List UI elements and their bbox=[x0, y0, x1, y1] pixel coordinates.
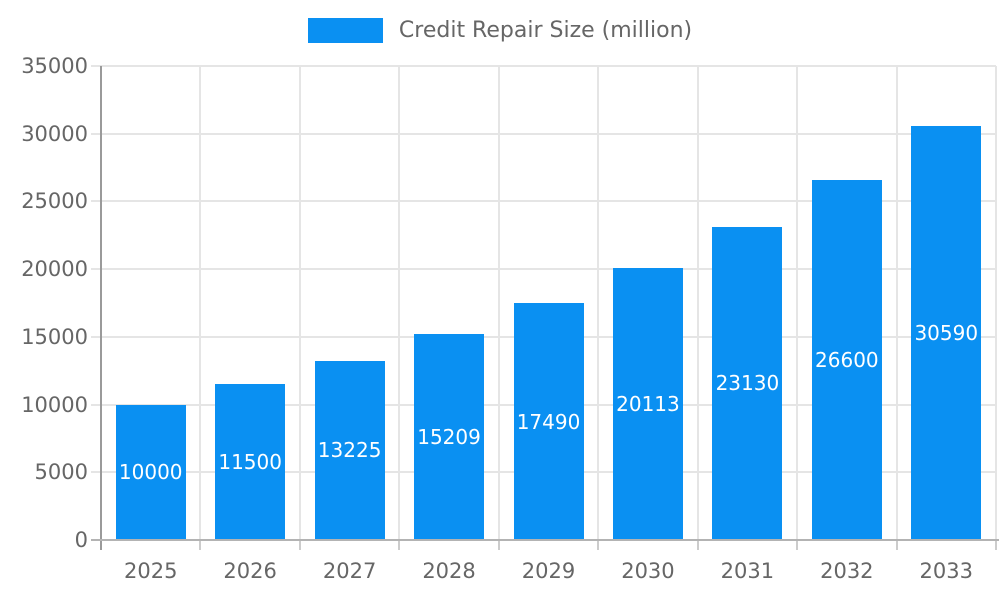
x-tick-mark bbox=[696, 540, 699, 550]
legend-item[interactable]: Credit Repair Size (million) bbox=[0, 18, 1000, 43]
y-tick-mark bbox=[91, 200, 101, 203]
x-tick-label: 2029 bbox=[521, 559, 576, 583]
x-tick-mark bbox=[100, 540, 102, 550]
y-gridline bbox=[101, 65, 996, 67]
bar bbox=[712, 226, 783, 539]
x-gridline bbox=[298, 66, 301, 540]
x-tick-mark bbox=[398, 540, 401, 550]
y-tick-mark bbox=[91, 132, 101, 135]
y-tick-mark bbox=[91, 268, 101, 271]
legend-label: Credit Repair Size (million) bbox=[398, 18, 693, 43]
bar-value-label: 15209 bbox=[417, 425, 481, 449]
y-tick-mark bbox=[91, 471, 101, 474]
y-tick-mark bbox=[91, 403, 101, 406]
x-gridline bbox=[398, 66, 401, 540]
x-tick-label: 2033 bbox=[919, 559, 973, 583]
x-tick-label: 2028 bbox=[422, 559, 476, 583]
x-gridline bbox=[995, 66, 997, 540]
y-gridline bbox=[101, 132, 996, 135]
x-gridline bbox=[796, 66, 799, 540]
bar-value-label: 13225 bbox=[317, 438, 382, 463]
y-tick-label: 5000 bbox=[34, 460, 88, 485]
bar-value-label: 26600 bbox=[815, 347, 879, 372]
y-tick-label: 0 bbox=[74, 528, 88, 552]
x-tick-label: 2031 bbox=[720, 559, 775, 583]
x-tick-mark bbox=[796, 540, 799, 550]
bar bbox=[513, 303, 584, 539]
x-tick-mark bbox=[497, 540, 500, 550]
x-tick-label: 2027 bbox=[322, 559, 377, 583]
bar-value-label: 17490 bbox=[516, 409, 581, 434]
x-tick-label: 2026 bbox=[223, 559, 277, 583]
x-tick-mark bbox=[895, 540, 898, 550]
x-tick-label: 2025 bbox=[123, 559, 178, 583]
x-tick-mark bbox=[597, 540, 600, 550]
x-tick-label: 2032 bbox=[820, 559, 874, 583]
y-tick-label: 20000 bbox=[21, 257, 88, 282]
y-tick-mark bbox=[91, 65, 101, 67]
x-gridline bbox=[696, 66, 699, 540]
bar-value-label: 23130 bbox=[715, 371, 780, 396]
x-gridline bbox=[199, 66, 202, 540]
bar bbox=[911, 125, 982, 539]
x-gridline bbox=[597, 66, 600, 540]
bar-value-label: 30590 bbox=[914, 320, 979, 345]
y-tick-label: 15000 bbox=[21, 324, 88, 349]
y-tick-mark bbox=[91, 335, 101, 338]
bar bbox=[314, 360, 385, 539]
x-tick-mark bbox=[199, 540, 202, 550]
bar bbox=[115, 404, 186, 539]
bar-value-label: 11500 bbox=[218, 450, 282, 475]
x-gridline bbox=[895, 66, 898, 540]
y-tick-label: 10000 bbox=[21, 392, 88, 417]
x-tick-mark bbox=[298, 540, 301, 550]
x-axis-line bbox=[98, 539, 999, 541]
legend-color-swatch bbox=[307, 18, 383, 43]
bar-value-label: 10000 bbox=[118, 460, 183, 485]
bar bbox=[215, 384, 286, 539]
y-tick-label: 35000 bbox=[21, 54, 88, 78]
y-tick-mark bbox=[91, 539, 101, 541]
y-axis-line bbox=[100, 66, 102, 540]
x-tick-mark bbox=[995, 540, 997, 550]
x-tick-label: 2030 bbox=[621, 559, 675, 583]
bar bbox=[612, 267, 683, 539]
bar bbox=[414, 334, 485, 539]
y-tick-label: 30000 bbox=[21, 121, 88, 146]
y-tick-label: 25000 bbox=[21, 189, 88, 214]
y-gridline bbox=[101, 200, 996, 203]
bar bbox=[811, 179, 882, 539]
y-gridline bbox=[101, 268, 996, 271]
bar-value-label: 20113 bbox=[616, 391, 680, 416]
x-gridline bbox=[497, 66, 500, 540]
